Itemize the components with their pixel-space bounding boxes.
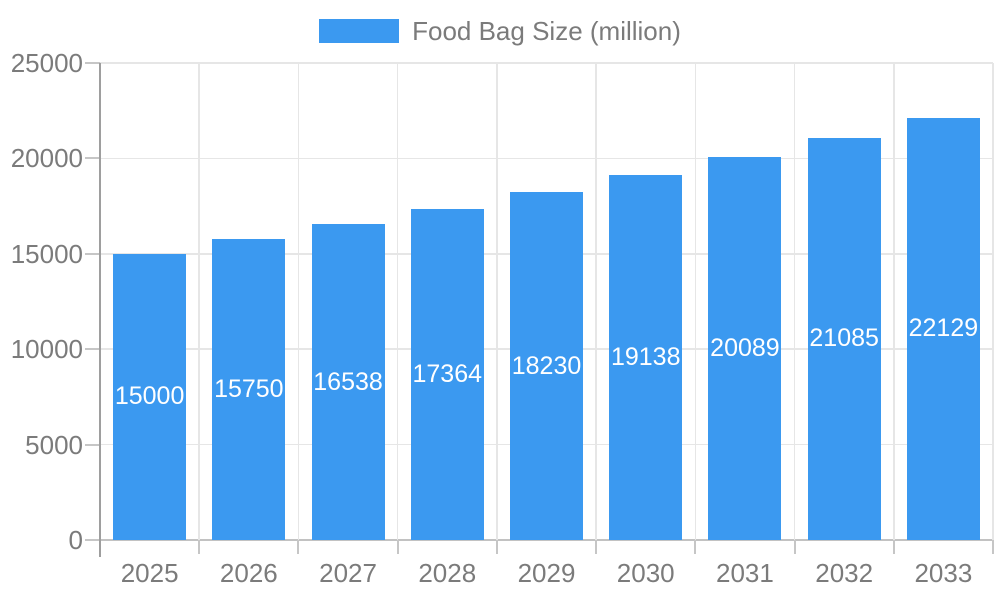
- bar-2030: 19138: [609, 174, 683, 540]
- bar-2025: 15000: [113, 253, 187, 540]
- v-gridline: [198, 63, 200, 540]
- x-tick-mark: [992, 540, 994, 554]
- y-tick-mark: [85, 62, 100, 64]
- bar-2026: 15750: [212, 239, 286, 540]
- x-tick-label: 2027: [319, 558, 377, 588]
- x-tick-mark: [892, 540, 895, 554]
- y-tick-label: 15000: [10, 238, 83, 269]
- x-tick-label: 2028: [418, 558, 477, 588]
- y-tick-mark: [85, 157, 100, 160]
- bar-value-label: 20089: [710, 333, 780, 362]
- bar-2027: 16538: [311, 224, 385, 540]
- bar-2031: 20089: [708, 156, 782, 540]
- y-axis-line: [99, 63, 101, 557]
- bar-value-label: 22129: [908, 314, 979, 343]
- y-tick-mark: [85, 443, 100, 446]
- v-gridline: [297, 63, 300, 540]
- y-gridline: [100, 62, 993, 64]
- x-tick-mark: [396, 540, 399, 554]
- bar-value-label: 19138: [610, 342, 681, 371]
- x-tick-label: 2032: [815, 558, 874, 588]
- y-tick-mark: [85, 252, 100, 255]
- v-gridline: [992, 63, 994, 540]
- bar-value-label: 21085: [809, 324, 879, 353]
- x-tick-label: 2029: [517, 558, 576, 588]
- x-tick-label: 2030: [616, 558, 675, 588]
- x-tick-mark: [694, 540, 697, 554]
- x-tick-mark: [793, 540, 796, 554]
- x-tick-mark: [595, 540, 598, 554]
- v-gridline: [793, 63, 796, 540]
- y-tick-label: 20000: [10, 143, 83, 174]
- bar-value-label: 17364: [412, 359, 483, 388]
- v-gridline: [893, 63, 895, 540]
- x-tick-label: 2031: [716, 558, 774, 588]
- v-gridline: [694, 63, 697, 540]
- y-tick-label: 5000: [25, 429, 83, 460]
- v-gridline: [496, 63, 498, 540]
- x-tick-mark: [198, 540, 201, 554]
- x-tick-label: 2033: [914, 558, 973, 588]
- x-tick-label: 2025: [120, 558, 179, 588]
- bar-2032: 21085: [807, 137, 881, 540]
- x-tick-mark: [495, 540, 498, 554]
- bar-value-label: 15750: [214, 375, 284, 404]
- x-tick-mark: [297, 540, 300, 554]
- x-tick-label: 2026: [219, 558, 278, 588]
- y-tick-mark: [85, 348, 100, 351]
- y-tick-label: 25000: [10, 48, 83, 78]
- v-gridline: [396, 63, 399, 540]
- legend-swatch-icon: [319, 19, 400, 43]
- bar-value-label: 15000: [114, 382, 185, 411]
- bar-value-label: 18230: [511, 351, 582, 380]
- y-tick-mark: [85, 539, 100, 541]
- bar-2028: 17364: [410, 208, 484, 540]
- legend-label: Food Bag Size (million): [412, 16, 681, 46]
- y-tick-label: 10000: [10, 334, 83, 365]
- bar-2033: 22129: [906, 117, 980, 540]
- y-gridline: [100, 539, 993, 541]
- y-gridline: [100, 157, 993, 160]
- legend: Food Bag Size (million): [0, 17, 1000, 45]
- y-tick-label: 0: [68, 525, 83, 555]
- bar-value-label: 16538: [313, 367, 383, 396]
- bar-2029: 18230: [510, 192, 583, 540]
- v-gridline: [595, 63, 597, 540]
